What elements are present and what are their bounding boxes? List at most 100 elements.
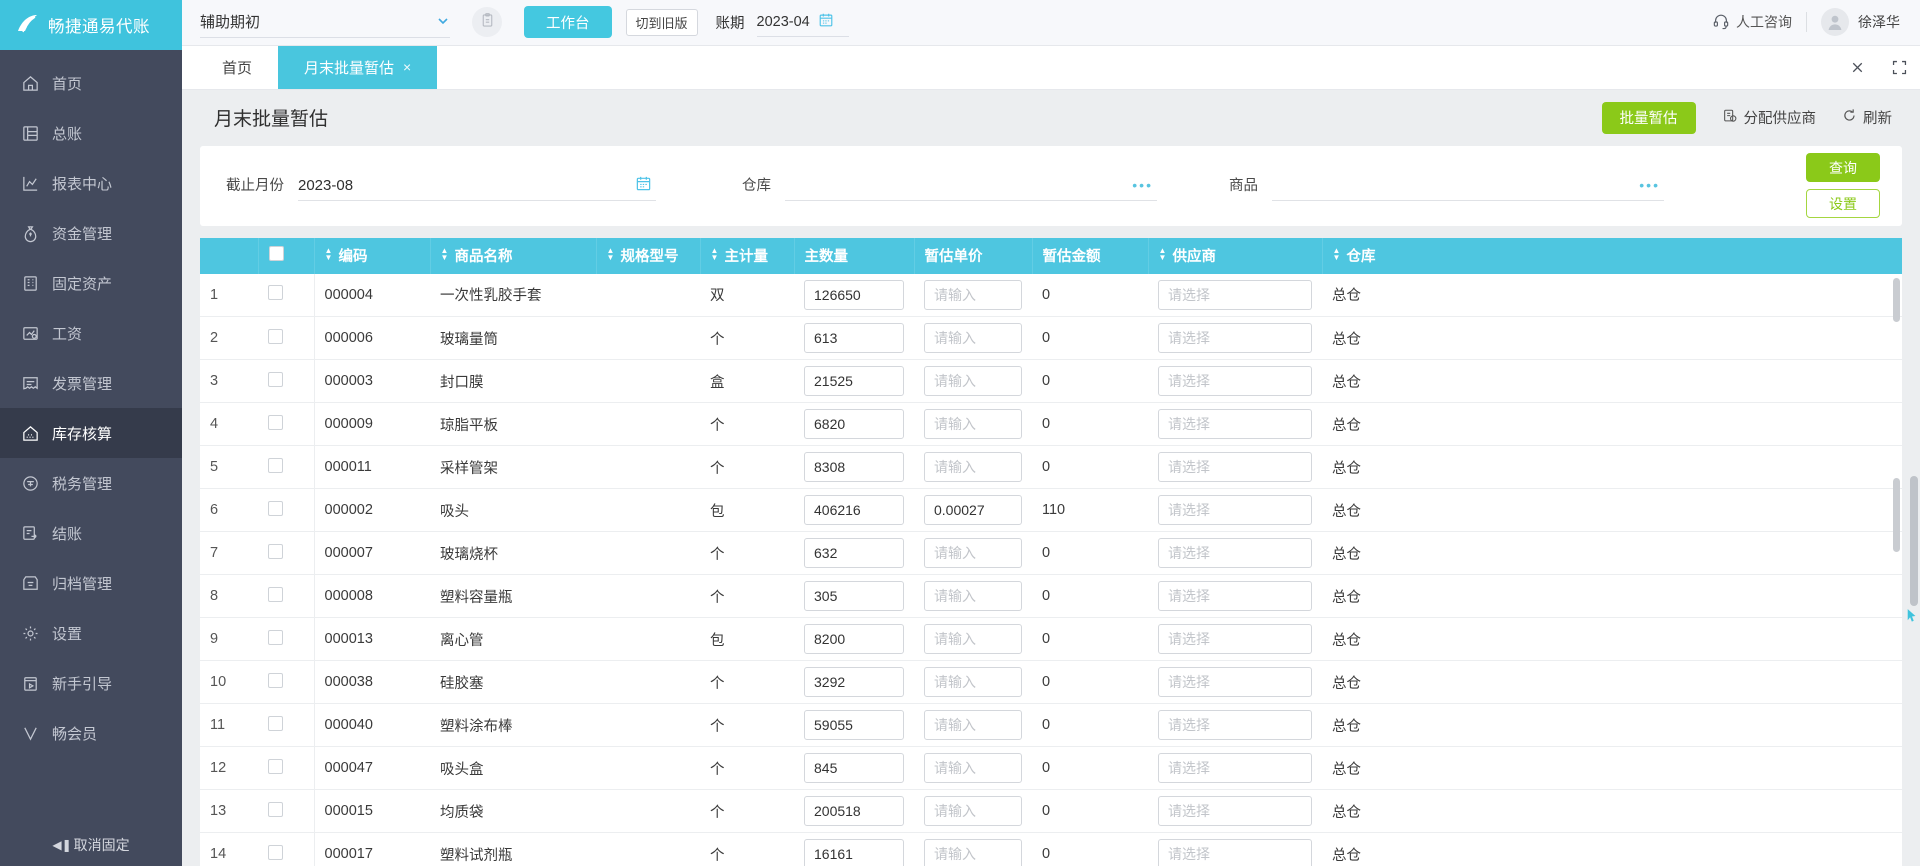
row-checkbox[interactable] xyxy=(268,586,283,602)
row-supplier-select[interactable]: 请选择 xyxy=(1158,538,1312,569)
user-menu[interactable]: 徐泽华 xyxy=(1821,8,1900,37)
support-consult-button[interactable]: 人工咨询 xyxy=(1712,12,1792,33)
col-spec[interactable]: ▲ ▼ 规格型号 xyxy=(596,237,701,274)
product-select[interactable]: ••• xyxy=(1272,171,1664,201)
fullscreen-icon[interactable] xyxy=(1878,46,1920,89)
col-code[interactable]: ▲ ▼ 编码 xyxy=(314,237,431,274)
refresh-button[interactable]: 刷新 xyxy=(1842,107,1892,128)
row-qty-input[interactable] xyxy=(804,279,904,310)
sidebar-item-salary[interactable]: 工资 xyxy=(0,308,182,358)
row-supplier-select[interactable]: 请选择 xyxy=(1158,581,1312,612)
sidebar-item-checkout[interactable]: 结账 xyxy=(0,508,182,558)
row-qty-input[interactable] xyxy=(804,624,904,655)
sidebar-item-invoice-management[interactable]: 发票管理 xyxy=(0,358,182,408)
row-qty-input[interactable] xyxy=(804,452,904,483)
setting-button[interactable]: 设置 xyxy=(1806,189,1880,219)
row-price-input[interactable] xyxy=(924,624,1022,655)
row-supplier-select[interactable]: 请选择 xyxy=(1158,495,1312,526)
sidebar-item-archive-management[interactable]: 归档管理 xyxy=(0,558,182,608)
row-supplier-select[interactable]: 请选择 xyxy=(1158,710,1312,741)
batch-estimate-button[interactable]: 批量暂估 xyxy=(1601,101,1696,134)
row-supplier-select[interactable]: 请选择 xyxy=(1158,409,1312,440)
sidebar-item-fund-management[interactable]: 资金管理 xyxy=(0,208,182,258)
row-checkbox[interactable] xyxy=(268,801,283,817)
row-qty-input[interactable] xyxy=(804,366,904,397)
row-price-input[interactable] xyxy=(924,796,1022,827)
row-supplier-select[interactable]: 请选择 xyxy=(1158,839,1312,866)
sidebar-item-inventory-accounting[interactable]: 库存核算 xyxy=(0,408,182,458)
row-supplier-select[interactable]: 请选择 xyxy=(1158,796,1312,827)
row-qty-input[interactable] xyxy=(804,753,904,784)
table-scrollbar-thumb[interactable] xyxy=(1893,477,1900,552)
row-checkbox[interactable] xyxy=(268,414,283,430)
row-price-input[interactable] xyxy=(924,409,1022,440)
ellipsis-icon[interactable]: ••• xyxy=(1639,176,1660,193)
row-checkbox[interactable] xyxy=(268,715,283,731)
row-price-input[interactable] xyxy=(924,538,1022,569)
row-checkbox[interactable] xyxy=(268,328,283,344)
sidebar-item-tax-management[interactable]: 税务管理 xyxy=(0,458,182,508)
row-price-input[interactable] xyxy=(924,581,1022,612)
warehouse-select[interactable]: ••• xyxy=(785,171,1157,201)
account-period-picker[interactable]: 2023-04 xyxy=(756,7,849,38)
row-supplier-select[interactable]: 请选择 xyxy=(1158,667,1312,698)
close-icon[interactable]: × xyxy=(403,59,412,76)
end-month-picker[interactable]: 2023-08 xyxy=(298,171,656,201)
switch-old-version-button[interactable]: 切到旧版 xyxy=(625,8,698,36)
query-button[interactable]: 查询 xyxy=(1806,153,1880,183)
row-price-input[interactable] xyxy=(924,366,1022,397)
row-price-input[interactable] xyxy=(924,710,1022,741)
row-price-input[interactable] xyxy=(924,753,1022,784)
row-checkbox[interactable] xyxy=(268,844,283,860)
row-supplier-select[interactable]: 请选择 xyxy=(1158,452,1312,483)
clipboard-button[interactable] xyxy=(472,7,502,38)
row-checkbox[interactable] xyxy=(268,672,283,688)
ellipsis-icon[interactable]: ••• xyxy=(1132,176,1153,193)
sidebar-item-vip[interactable]: 畅会员 xyxy=(0,708,182,758)
row-checkbox[interactable] xyxy=(268,543,283,559)
row-qty-input[interactable] xyxy=(804,538,904,569)
row-qty-input[interactable] xyxy=(804,667,904,698)
table-scrollbar[interactable] xyxy=(1893,277,1900,816)
sidebar-item-report-center[interactable]: 报表中心 xyxy=(0,158,182,208)
col-name[interactable]: ▲ ▼ 商品名称 xyxy=(430,237,597,274)
tab-month-end-batch-estimate[interactable]: 月末批量暂估 × xyxy=(278,45,438,89)
sidebar-collapse-toggle[interactable]: ◀❚ 取消固定 xyxy=(0,824,182,866)
assign-supplier-button[interactable]: 分配供应商 xyxy=(1722,107,1816,128)
auxiliary-period-select[interactable]: 辅助期初 xyxy=(200,6,450,39)
row-price-input[interactable] xyxy=(924,667,1022,698)
sidebar-item-ledger[interactable]: 总账 xyxy=(0,108,182,158)
row-price-input[interactable] xyxy=(924,323,1022,354)
row-price-input[interactable] xyxy=(924,279,1022,310)
row-qty-input[interactable] xyxy=(804,581,904,612)
page-scrollbar-thumb[interactable] xyxy=(1910,475,1918,606)
row-supplier-select[interactable]: 请选择 xyxy=(1158,753,1312,784)
row-supplier-select[interactable]: 请选择 xyxy=(1158,366,1312,397)
row-supplier-select[interactable]: 请选择 xyxy=(1158,323,1312,354)
table-scrollbar-thumb-top[interactable] xyxy=(1893,277,1900,322)
workbench-button[interactable]: 工作台 xyxy=(524,6,612,39)
row-qty-input[interactable] xyxy=(804,323,904,354)
row-checkbox[interactable] xyxy=(268,371,283,387)
row-qty-input[interactable] xyxy=(804,495,904,526)
row-qty-input[interactable] xyxy=(804,710,904,741)
row-price-input[interactable] xyxy=(924,839,1022,866)
select-all-checkbox[interactable] xyxy=(268,246,284,262)
row-qty-input[interactable] xyxy=(804,409,904,440)
row-checkbox[interactable] xyxy=(268,500,283,516)
row-price-input[interactable] xyxy=(924,495,1022,526)
row-checkbox[interactable] xyxy=(268,285,283,301)
row-price-input[interactable] xyxy=(924,452,1022,483)
col-unit[interactable]: ▲ ▼ 主计量 xyxy=(700,237,795,274)
